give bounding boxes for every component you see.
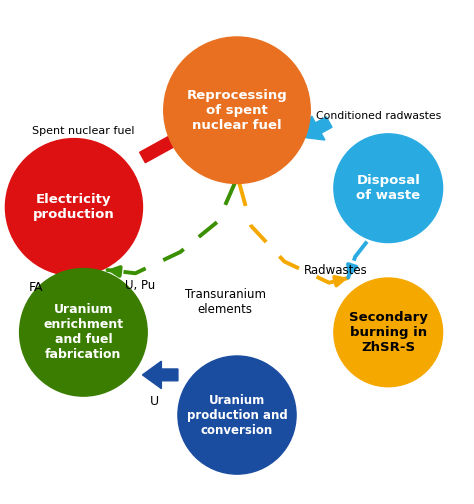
Text: Conditioned radwastes: Conditioned radwastes (316, 111, 441, 121)
Text: U: U (150, 395, 159, 408)
Text: Secondary
burning in
ZhSR-S: Secondary burning in ZhSR-S (349, 311, 428, 354)
Text: Electricity
production: Electricity production (33, 193, 115, 221)
Text: Uranium
production and
conversion: Uranium production and conversion (187, 394, 287, 436)
Circle shape (5, 139, 143, 276)
Circle shape (19, 269, 147, 396)
FancyArrow shape (79, 269, 107, 287)
Text: Transuranium
elements: Transuranium elements (185, 288, 266, 316)
Circle shape (178, 356, 296, 474)
FancyArrow shape (140, 129, 190, 163)
Text: FA: FA (29, 281, 44, 294)
Circle shape (164, 37, 310, 183)
Circle shape (334, 278, 443, 387)
Text: Spent nuclear fuel: Spent nuclear fuel (32, 127, 135, 137)
Text: Reprocessing
of spent
nuclear fuel: Reprocessing of spent nuclear fuel (187, 89, 287, 132)
FancyArrow shape (302, 116, 332, 140)
Text: U, Pu: U, Pu (125, 279, 155, 292)
Circle shape (334, 134, 443, 242)
FancyArrow shape (143, 361, 178, 389)
Text: Radwastes: Radwastes (304, 265, 368, 277)
Text: Disposal
of waste: Disposal of waste (356, 174, 420, 202)
Text: Uranium
enrichment
and fuel
fabrication: Uranium enrichment and fuel fabrication (43, 303, 123, 361)
